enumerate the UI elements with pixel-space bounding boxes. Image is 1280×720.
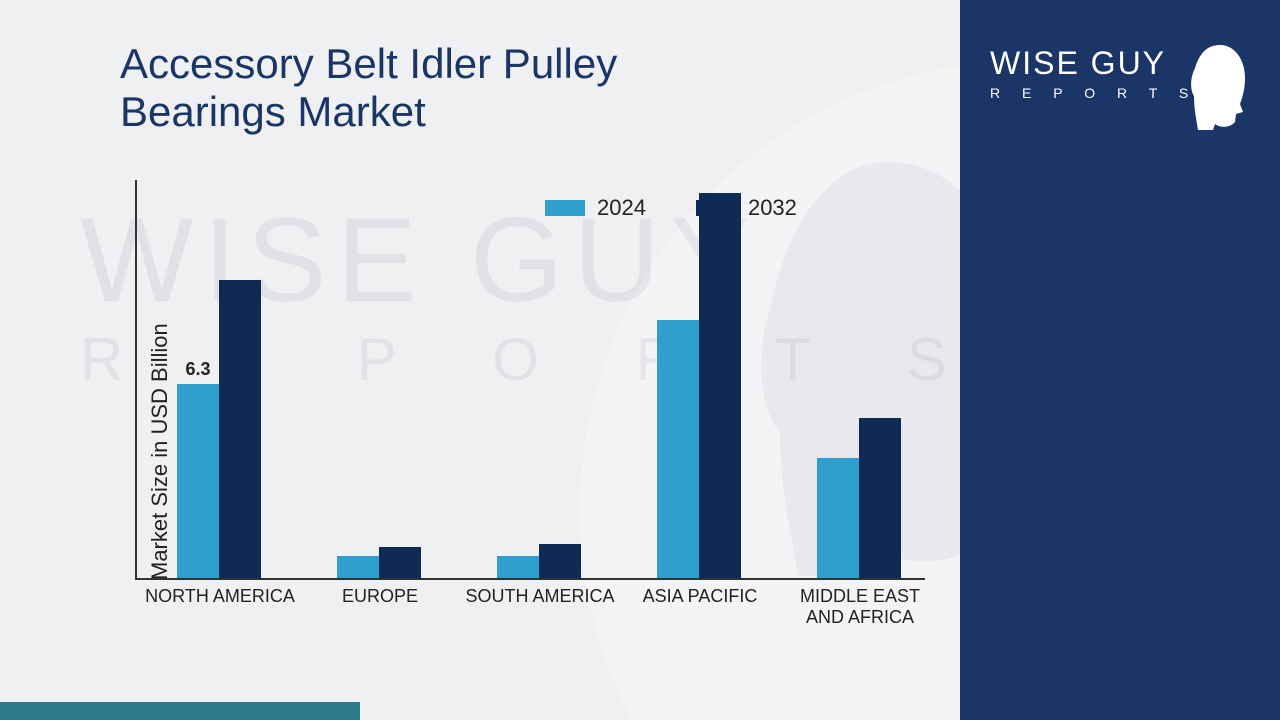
- x-category-label: MIDDLE EAST AND AFRICA: [785, 586, 935, 627]
- bar-value-label: 6.3: [185, 359, 210, 380]
- bar-2032: [859, 418, 901, 578]
- bar-2032: [379, 547, 421, 578]
- bar-2024: [177, 384, 219, 578]
- bottom-accent-strip: [0, 702, 360, 720]
- chart-title: Accessory Belt Idler Pulley Bearings Mar…: [120, 40, 760, 137]
- x-category-label: ASIA PACIFIC: [625, 586, 775, 607]
- bar-2032: [539, 544, 581, 578]
- x-category-label: NORTH AMERICA: [145, 586, 295, 607]
- logo-line2: R E P O R T S: [990, 85, 1197, 101]
- canvas: WISE GUY R E P O R T S WISE GUY R E P O …: [0, 0, 1280, 720]
- bar-2024: [497, 556, 539, 578]
- bar-2024: [337, 556, 379, 578]
- x-category-label: EUROPE: [305, 586, 455, 607]
- bar-2032: [699, 193, 741, 578]
- brand-logo: WISE GUY R E P O R T S: [990, 40, 1250, 130]
- chart-area: Market Size in USD Billion 2024 2032 6.3…: [95, 180, 925, 600]
- plot-area: 6.3: [135, 180, 925, 580]
- bar-2024: [817, 458, 859, 578]
- logo-head-icon: [1191, 45, 1245, 130]
- logo-line1: WISE GUY: [990, 45, 1166, 81]
- x-category-label: SOUTH AMERICA: [465, 586, 615, 607]
- bar-2032: [219, 280, 261, 578]
- bar-2024: [657, 320, 699, 578]
- bars-container: 6.3: [137, 180, 925, 578]
